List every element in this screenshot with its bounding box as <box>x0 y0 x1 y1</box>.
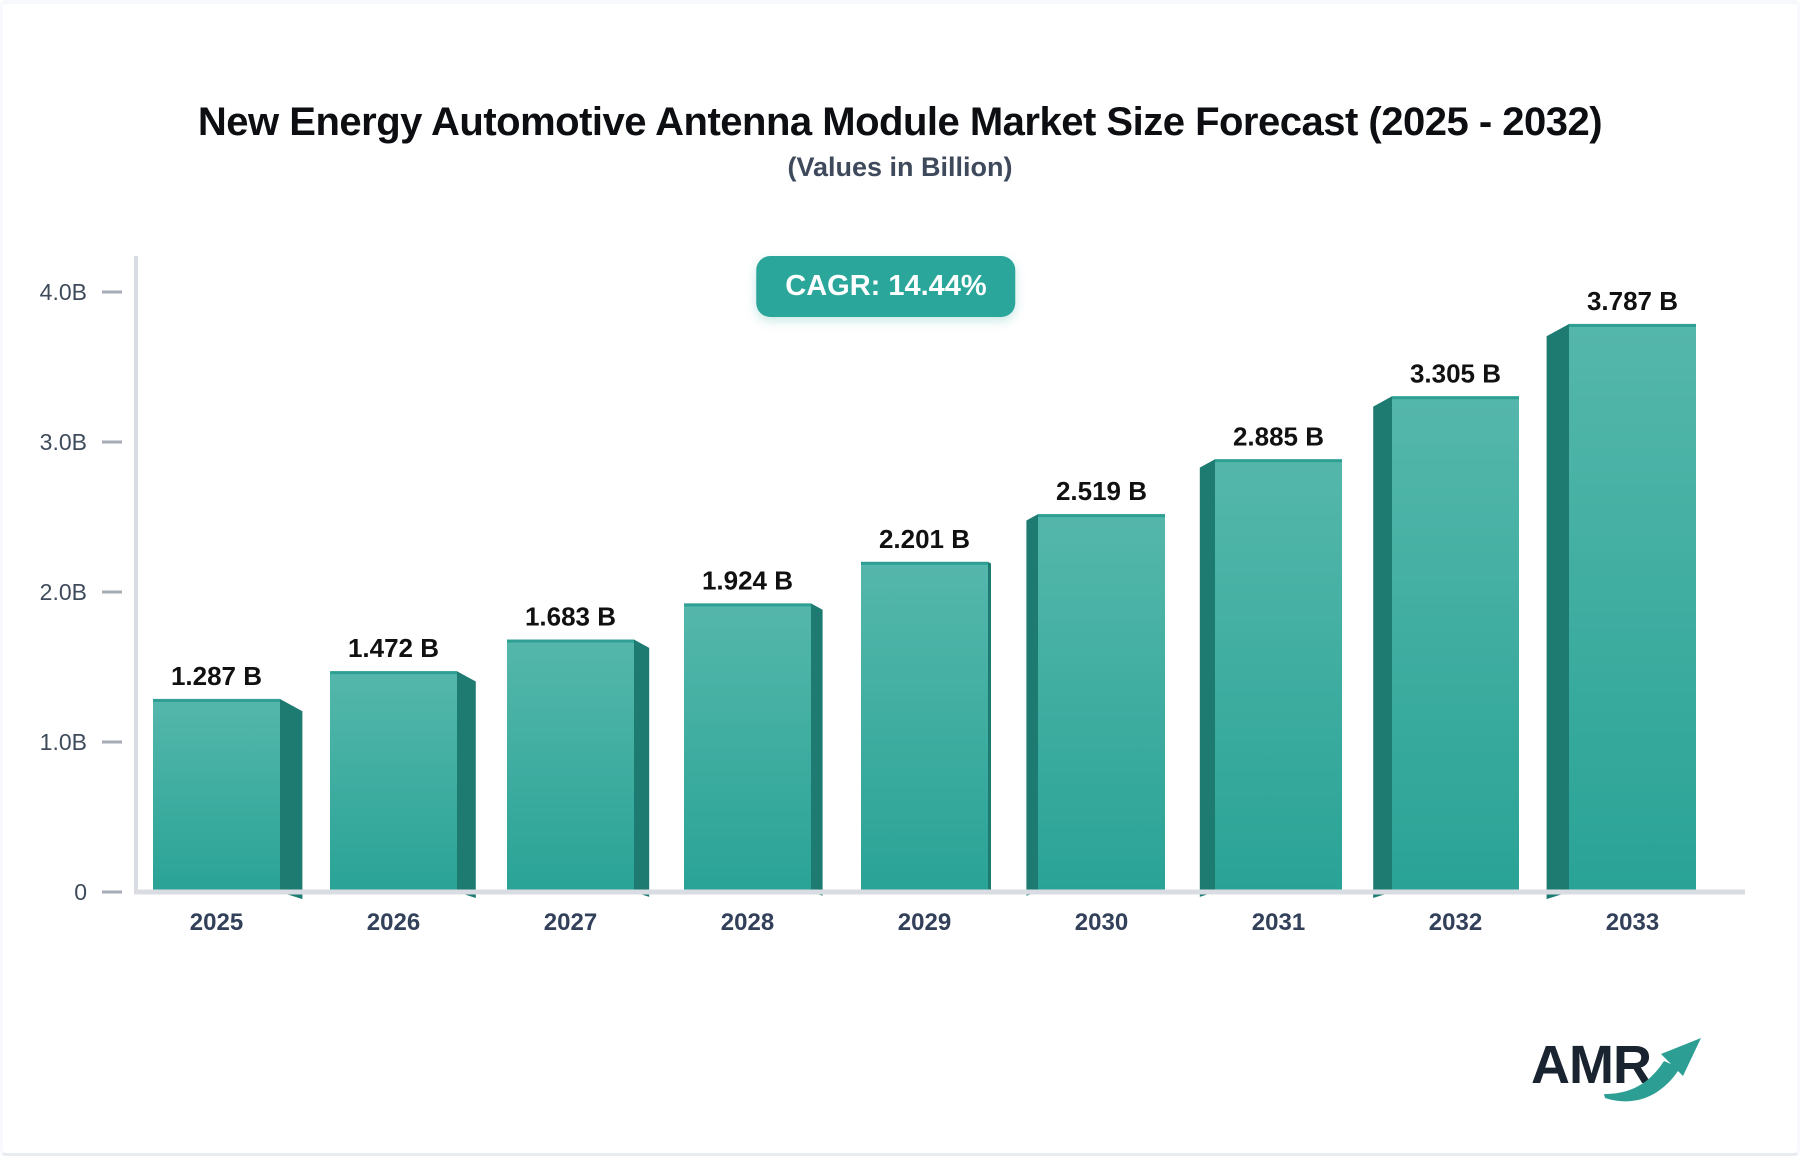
bar-2027 <box>507 639 650 897</box>
bars-layer <box>153 323 1696 900</box>
bar-value-label: 2.519 B <box>1056 476 1147 506</box>
bar-side-face <box>280 698 303 900</box>
bar-2029 <box>861 561 991 893</box>
x-axis-label: 2031 <box>1252 909 1305 936</box>
bar-value-label: 1.924 B <box>702 565 793 595</box>
bar-2025 <box>153 698 303 900</box>
bar-side-face <box>988 561 991 893</box>
amr-arrow-icon <box>1604 1038 1701 1102</box>
bar-front-face <box>684 603 811 892</box>
bar-front-face <box>330 671 457 892</box>
bar-value-label: 2.201 B <box>879 524 970 554</box>
bar-top-edge <box>1569 323 1696 327</box>
y-axis-tick-label: 1.0B <box>40 729 87 755</box>
bar-top-edge <box>1215 459 1342 463</box>
bar-2032 <box>1373 396 1519 899</box>
labels-layer: 1.287 B 2025 1.472 B 2026 1.683 B 2027 1.924 B… <box>40 279 1678 936</box>
x-axis-label: 2028 <box>721 909 774 936</box>
bar-side-face <box>1373 396 1392 899</box>
amr-logo-text: AMR <box>1531 1035 1652 1095</box>
bar-value-label: 2.885 B <box>1233 421 1324 451</box>
bar-2031 <box>1199 459 1342 897</box>
bar-top-edge <box>684 603 811 607</box>
x-axis-label: 2025 <box>190 909 243 936</box>
bar-2026 <box>330 671 476 899</box>
y-axis-tick-label: 4.0B <box>40 279 87 305</box>
bar-side-face <box>1026 514 1038 896</box>
bar-2033 <box>1546 323 1696 900</box>
bar-side-face <box>1546 323 1569 900</box>
bar-side-face <box>457 671 476 899</box>
bar-front-face <box>153 698 280 892</box>
bar-chart: 1.287 B 2025 1.472 B 2026 1.683 B 2027 1.924 B… <box>40 256 1745 936</box>
y-axis-tick-label: 2.0B <box>40 579 87 605</box>
chart-subtitle: (Values in Billion) <box>787 152 1013 182</box>
bar-front-face <box>1392 396 1519 892</box>
bar-front-face <box>861 561 988 892</box>
bar-top-edge <box>1392 396 1519 400</box>
bar-front-face <box>1569 323 1696 892</box>
bar-top-edge <box>330 671 457 675</box>
bar-2030 <box>1026 514 1165 896</box>
bar-top-edge <box>1038 514 1165 518</box>
bar-value-label: 1.683 B <box>525 602 616 632</box>
x-axis-label: 2026 <box>367 909 420 936</box>
bar-front-face <box>1038 514 1165 892</box>
bar-value-label: 1.472 B <box>348 633 439 663</box>
bar-value-label: 3.787 B <box>1587 286 1678 316</box>
axis-layer <box>102 256 1745 895</box>
bar-top-edge <box>507 639 634 643</box>
bar-value-label: 3.305 B <box>1410 358 1501 388</box>
bar-top-edge <box>153 698 280 702</box>
y-axis-tick-label: 3.0B <box>40 429 87 455</box>
bar-front-face <box>507 639 634 892</box>
bar-front-face <box>1215 459 1342 892</box>
x-axis-label: 2032 <box>1429 909 1482 936</box>
cagr-badge: CAGR: 14.44% <box>756 256 1016 317</box>
bar-side-face <box>1199 459 1215 897</box>
chart-title: New Energy Automotive Antenna Module Mar… <box>197 100 1603 144</box>
bar-value-label: 1.287 B <box>171 661 262 691</box>
bar-2028 <box>684 603 823 896</box>
bar-side-face <box>811 603 823 896</box>
bar-side-face <box>634 639 650 897</box>
y-axis-tick-label: 0 <box>74 879 87 905</box>
x-axis-label: 2033 <box>1606 909 1659 936</box>
x-axis-label: 2029 <box>898 909 951 936</box>
amr-logo: AMR <box>1531 1034 1721 1120</box>
x-axis-label: 2027 <box>544 909 597 936</box>
x-axis-label: 2030 <box>1075 909 1128 936</box>
bar-top-edge <box>861 561 988 565</box>
